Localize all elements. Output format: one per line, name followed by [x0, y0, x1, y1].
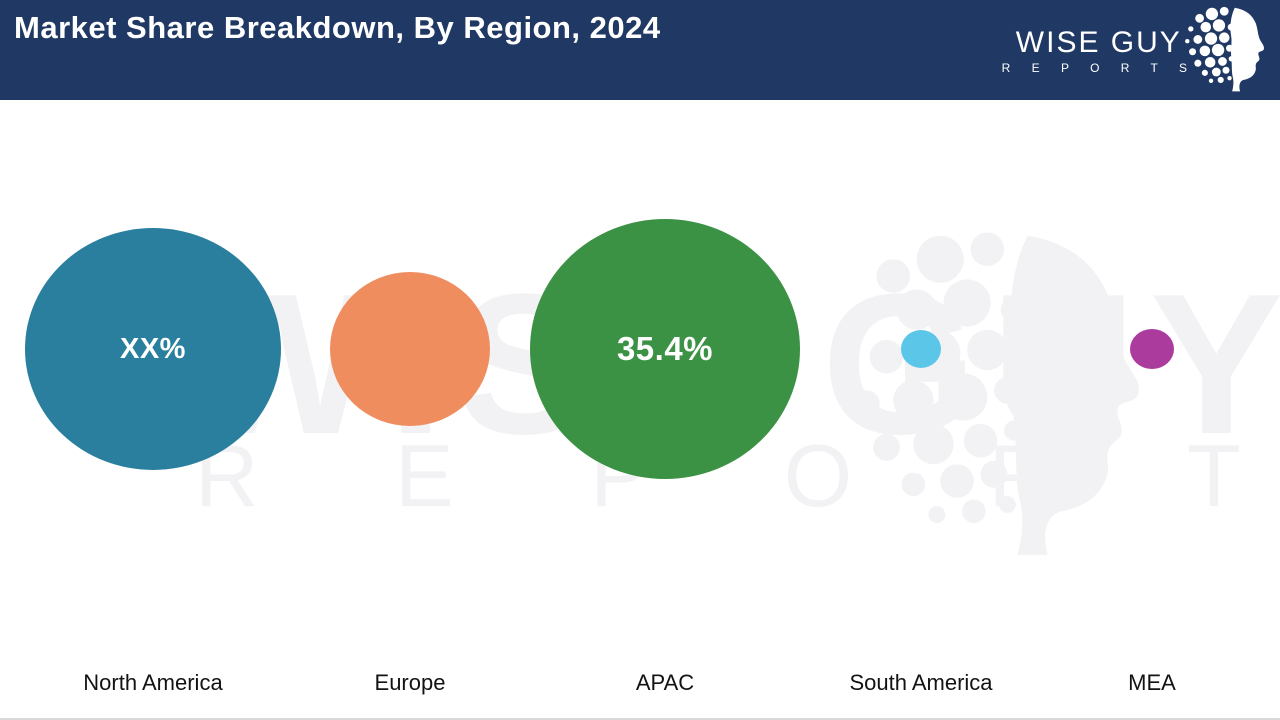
- bubble-value-label: 35.4%: [616, 330, 714, 367]
- brand-logo: WISE GUY R E P O R T S: [1002, 4, 1270, 96]
- category-label-europe: Europe: [374, 670, 446, 695]
- category-label-apac: APAC: [635, 670, 695, 695]
- category-label-mea: MEA: [1128, 670, 1176, 695]
- brand-logo-text: WISE GUY R E P O R T S: [1002, 26, 1196, 75]
- header: Market Share Breakdown, By Region, 2024 …: [0, 0, 1280, 100]
- bottom-divider: [0, 718, 1280, 720]
- logo-subtext: R E P O R T S: [1001, 60, 1196, 75]
- bubble-south-america: [901, 330, 941, 368]
- bubble-europe: [330, 272, 490, 426]
- bubble-apac: 35.4%: [530, 219, 800, 479]
- category-label-south-america: South America: [849, 670, 993, 695]
- page-title: Market Share Breakdown, By Region, 2024: [14, 10, 661, 45]
- bubble-value-label: XX%: [120, 332, 186, 365]
- logo-wordmark: WISE GUY: [1015, 25, 1182, 59]
- bubble-north-america: XX%: [25, 228, 281, 470]
- bubble-mea: [1130, 329, 1174, 369]
- category-label-north-america: North America: [83, 670, 223, 695]
